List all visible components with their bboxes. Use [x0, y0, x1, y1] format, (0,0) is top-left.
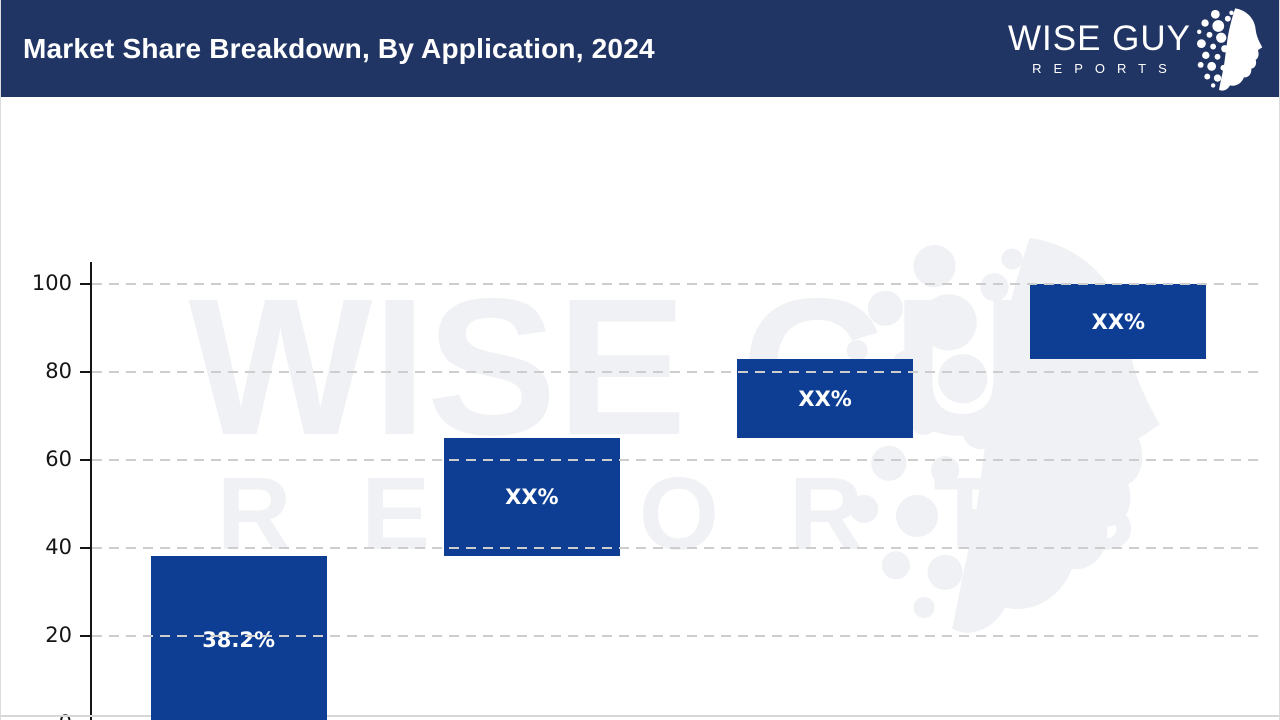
y-tick-mark: [80, 371, 90, 373]
bottom-rule: [1, 715, 1279, 717]
y-tick-label: 100: [31, 271, 72, 295]
gridline: [92, 547, 1265, 549]
y-tick-mark: [80, 635, 90, 637]
header: Market Share Breakdown, By Application, …: [1, 0, 1279, 97]
bar-value-label: 38.2%: [202, 628, 276, 652]
chart-area: WISE GUY REPORTS 02040608010038.2%Indust…: [1, 97, 1279, 720]
bar: XX%: [1030, 284, 1207, 359]
wiseguy-head-icon: [1197, 8, 1263, 91]
y-tick-label: 20: [45, 623, 72, 647]
bar-value-label: XX%: [798, 386, 852, 411]
gridline: [92, 283, 1265, 285]
bar-value-label: XX%: [1091, 309, 1146, 334]
chart-title: Market Share Breakdown, By Application, …: [23, 32, 655, 64]
gridline: [92, 371, 1265, 373]
y-tick-label: 40: [45, 535, 72, 559]
y-tick-label: 60: [45, 447, 72, 471]
plot-area: 02040608010038.2%Industrial Storage Tank…: [32, 262, 1265, 720]
bar-value-label: XX%: [505, 485, 559, 509]
y-tick-mark: [80, 283, 90, 285]
y-tick-label: 80: [45, 359, 72, 383]
logo-name: WISE GUY: [1007, 18, 1191, 58]
logo-sub: REPORTS: [1032, 60, 1179, 76]
y-tick-mark: [80, 547, 90, 549]
wiseguy-logo: WISE GUY REPORTS: [1008, 4, 1267, 92]
gridline: [92, 635, 1265, 637]
y-tick-mark: [80, 459, 90, 461]
logo-text: WISE GUY REPORTS: [1008, 21, 1191, 76]
bar: XX%: [443, 438, 620, 556]
bar: 38.2%: [150, 556, 327, 720]
gridline: [92, 459, 1265, 461]
